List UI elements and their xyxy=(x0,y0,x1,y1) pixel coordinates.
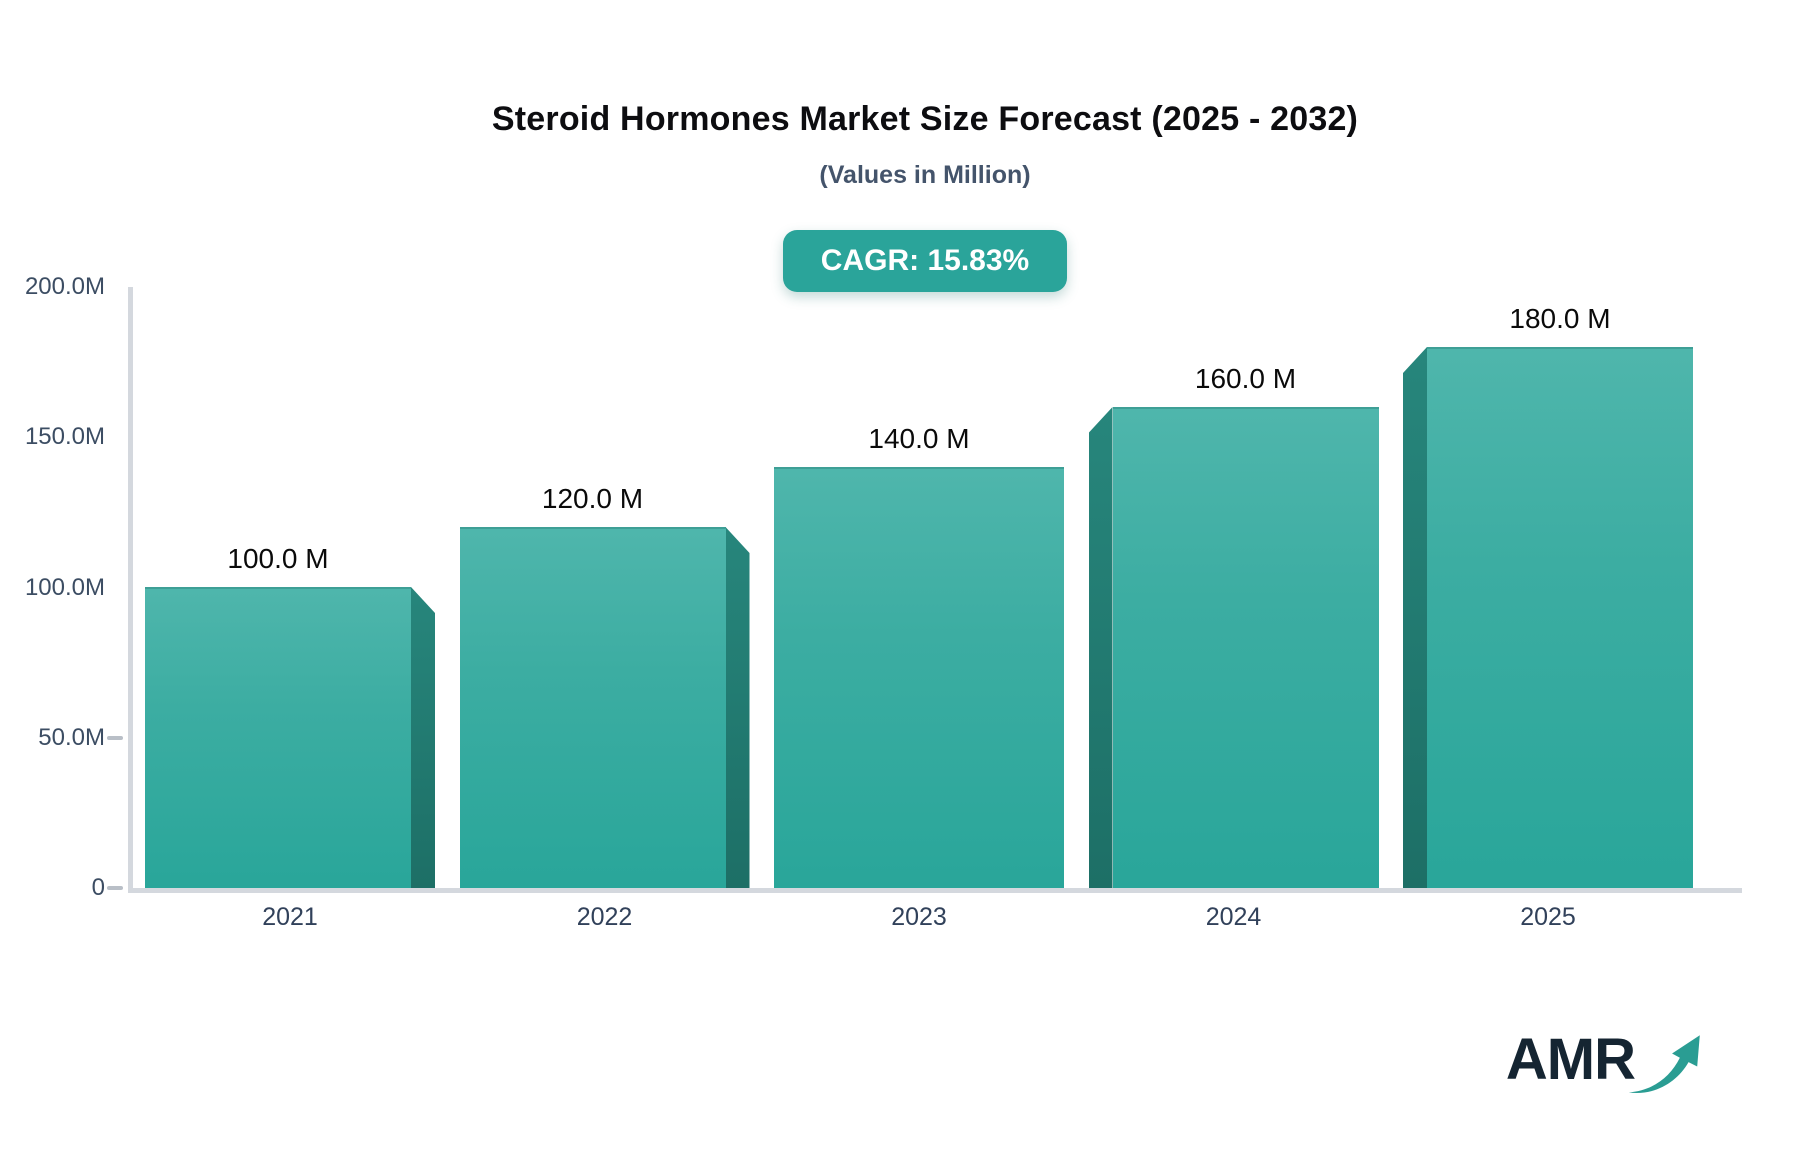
bar-face: 100.0 M xyxy=(145,543,411,888)
bar-3d-side xyxy=(1088,407,1113,888)
y-tick-label: 100.0M xyxy=(24,574,105,601)
bar-face: 180.0 M xyxy=(1427,303,1693,888)
bar-2023: 140.0 M xyxy=(774,423,1064,888)
y-tick-label: 150.0M xyxy=(24,423,105,450)
bar-series: 100.0 M 120.0 M 140.0 M 160.0 M 180.0 M xyxy=(145,287,1693,888)
cagr-badge: CAGR: 15.83% xyxy=(782,230,1068,292)
y-tick-label: 50.0M xyxy=(38,724,105,751)
bar-value-label: 100.0 M xyxy=(227,543,329,574)
chart-header: Steroid Hormones Market Size Forecast (2… xyxy=(50,0,1800,292)
y-tick-dash xyxy=(107,736,123,740)
x-tick-label-2025: 2025 xyxy=(1520,903,1576,931)
bar-2024: 160.0 M xyxy=(1088,363,1379,888)
x-tick-label-2024: 2024 xyxy=(1205,903,1262,931)
bar-value-label: 160.0 M xyxy=(1194,363,1297,394)
bar-3d-side xyxy=(725,527,750,888)
y-axis-line xyxy=(128,287,133,893)
x-axis-line xyxy=(128,888,1742,893)
bar-value-label: 180.0 M xyxy=(1509,303,1611,334)
bar-value-label: 140.0 M xyxy=(868,423,970,454)
bar-3d-side xyxy=(411,587,435,888)
y-tick-label: 200.0M xyxy=(24,273,105,300)
bar-3d-side xyxy=(1403,347,1427,888)
bar-2025: 180.0 M xyxy=(1403,303,1693,888)
chart-title: Steroid Hormones Market Size Forecast (2… xyxy=(491,100,1359,138)
y-tick-dash xyxy=(107,886,123,890)
amr-logo-text: AMR xyxy=(1505,1027,1636,1092)
amr-logo: AMR xyxy=(1506,1028,1705,1096)
x-axis-tick-labels: 2021 2022 2023 2024 2025 xyxy=(145,903,1693,932)
x-tick-label-2021: 2021 xyxy=(262,903,318,931)
bar-face: 120.0 M xyxy=(459,483,726,888)
bar-value-label: 120.0 M xyxy=(541,483,644,514)
chart-subtitle: (Values in Million) xyxy=(819,161,1031,189)
bar-face: 160.0 M xyxy=(1112,363,1379,888)
growth-arrow-icon xyxy=(1628,1035,1700,1093)
bar-2021: 100.0 M xyxy=(145,543,435,888)
bar-face: 140.0 M xyxy=(774,423,1064,888)
x-tick-label-2022: 2022 xyxy=(576,903,633,931)
bar-2022: 120.0 M xyxy=(459,483,750,888)
y-tick-label: 0 xyxy=(91,874,105,901)
x-tick-label-2023: 2023 xyxy=(891,903,947,931)
